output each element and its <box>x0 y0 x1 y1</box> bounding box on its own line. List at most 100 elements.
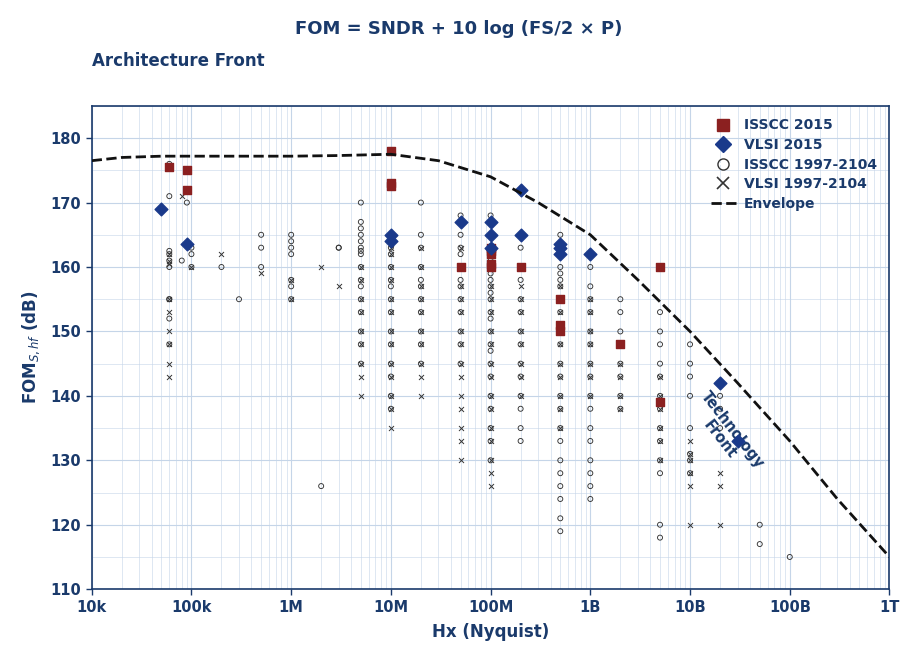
Point <box>414 197 428 208</box>
Point <box>453 326 468 337</box>
Point <box>383 391 398 401</box>
Point <box>514 261 528 272</box>
Point <box>180 165 194 175</box>
Point <box>162 258 177 269</box>
Point <box>184 261 199 272</box>
Point <box>483 242 498 253</box>
Point <box>453 230 468 240</box>
Point <box>354 294 369 305</box>
Point <box>284 275 299 285</box>
Point <box>354 307 369 317</box>
Point <box>514 307 528 317</box>
Point <box>453 281 468 292</box>
Point <box>613 391 627 401</box>
Point <box>553 494 568 504</box>
Point <box>553 436 568 446</box>
Point <box>184 261 199 272</box>
Point <box>653 423 668 434</box>
Point <box>453 307 468 317</box>
Point <box>354 281 369 292</box>
Point <box>354 326 369 337</box>
Point <box>514 339 528 350</box>
Point <box>653 455 668 465</box>
Point <box>383 275 398 285</box>
Point <box>331 242 346 253</box>
Point <box>162 249 177 260</box>
Point <box>583 371 598 382</box>
Point <box>354 249 369 260</box>
Point <box>331 242 346 253</box>
Point <box>354 358 369 369</box>
Point <box>553 307 568 317</box>
Point <box>414 275 428 285</box>
Point <box>453 249 468 260</box>
Point <box>553 371 568 382</box>
Point <box>653 436 668 446</box>
Point <box>613 403 627 414</box>
Point <box>553 513 568 524</box>
Point <box>553 358 568 369</box>
Point <box>383 146 398 156</box>
Point <box>414 326 428 337</box>
Point <box>414 281 428 292</box>
Point <box>653 371 668 382</box>
Point <box>162 256 177 266</box>
Point <box>483 481 498 491</box>
Point <box>453 455 468 465</box>
Point <box>483 256 498 266</box>
Point <box>180 197 194 208</box>
Point <box>354 391 369 401</box>
Point <box>713 403 727 414</box>
Point <box>354 230 369 240</box>
Point <box>354 242 369 253</box>
Point <box>414 242 428 253</box>
Point <box>653 532 668 543</box>
Point <box>453 436 468 446</box>
Point <box>553 358 568 369</box>
Point <box>682 391 698 401</box>
Point <box>383 275 398 285</box>
Point <box>682 468 698 479</box>
Point <box>682 455 698 465</box>
X-axis label: Hx (Nyquist): Hx (Nyquist) <box>432 623 549 641</box>
Point <box>553 281 568 292</box>
Point <box>514 403 528 414</box>
Point <box>553 230 568 240</box>
Point <box>753 520 768 530</box>
Point <box>483 403 498 414</box>
Point <box>383 371 398 382</box>
Point <box>753 539 768 549</box>
Point <box>383 358 398 369</box>
Point <box>553 526 568 536</box>
Point <box>553 275 568 285</box>
Point <box>553 294 568 305</box>
Point <box>383 249 398 260</box>
Point <box>483 275 498 285</box>
Point <box>583 307 598 317</box>
Point <box>613 339 627 350</box>
Point <box>653 455 668 465</box>
Point <box>383 358 398 369</box>
Point <box>162 371 177 382</box>
Point <box>682 358 698 369</box>
Point <box>284 242 299 253</box>
Point <box>314 261 328 272</box>
Point <box>583 261 598 272</box>
Point <box>483 313 498 324</box>
Point <box>553 320 568 330</box>
Point <box>583 358 598 369</box>
Point <box>453 371 468 382</box>
Y-axis label: FOM$_{S, hf}$ (dB): FOM$_{S, hf}$ (dB) <box>20 291 42 404</box>
Point <box>514 326 528 337</box>
Point <box>483 230 498 240</box>
Point <box>162 326 177 337</box>
Point <box>453 275 468 285</box>
Point <box>180 185 194 195</box>
Point <box>483 358 498 369</box>
Point <box>453 210 468 220</box>
Point <box>553 455 568 465</box>
Point <box>483 249 498 260</box>
Point <box>653 403 668 414</box>
Point <box>483 346 498 356</box>
Point <box>383 339 398 350</box>
